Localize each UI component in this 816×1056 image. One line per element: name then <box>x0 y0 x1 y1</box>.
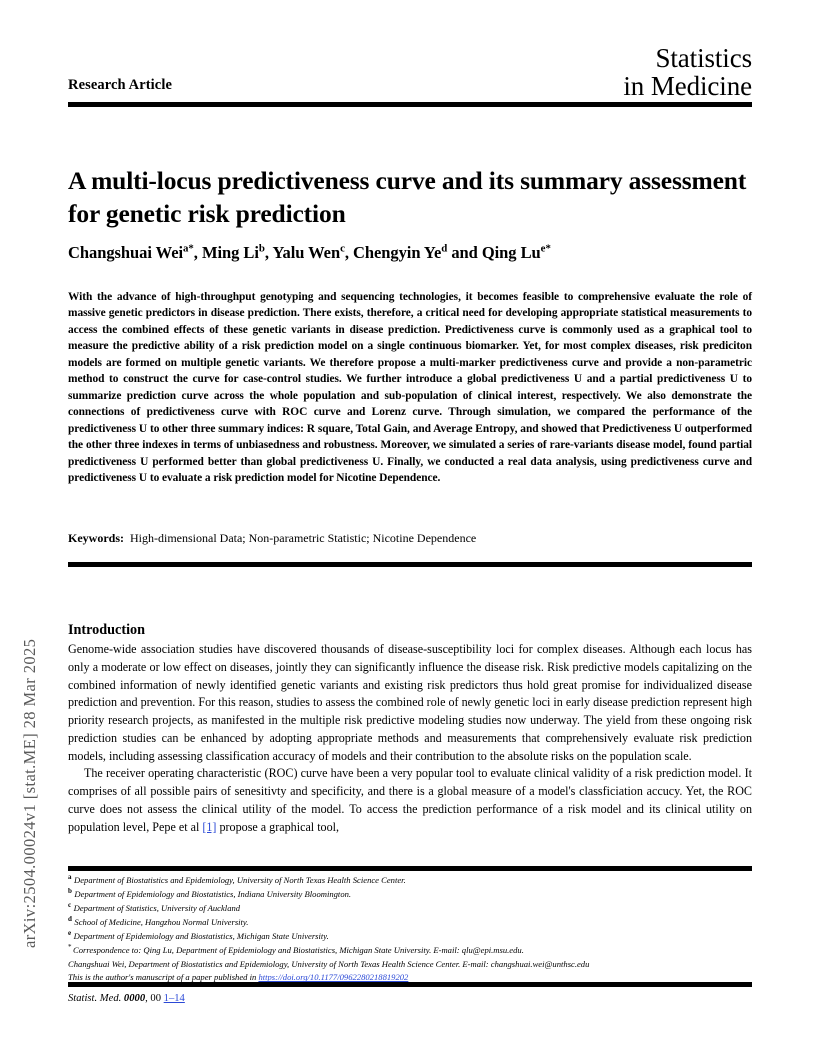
citation-link-1[interactable]: [1] <box>202 819 217 834</box>
footnote-affiliation-text: School of Medicine, Hangzhou Normal Univ… <box>74 916 249 927</box>
footnote-rule <box>68 866 752 871</box>
footer-rule <box>68 982 752 987</box>
section-heading-introduction: Introduction <box>68 621 145 638</box>
footnote-correspondence: * Correspondence to: Qing Lu, Department … <box>68 942 752 958</box>
paragraph-2-part1: The receiver operating characteristic (R… <box>68 766 752 834</box>
footnote-marker: b <box>68 887 72 896</box>
footnote-affiliation: c Department of Statistics, University of… <box>68 900 752 916</box>
arxiv-stamp-text: arXiv:2504.00024v1 [stat.ME] 28 Mar 2025 <box>20 638 39 948</box>
journal-logo: Statistics in Medicine <box>623 44 752 100</box>
abstract-rule <box>68 562 752 567</box>
footnote-marker: e <box>68 928 72 937</box>
author-affiliation-marker: c <box>340 242 345 255</box>
author-affiliation-marker: e* <box>540 242 551 255</box>
author-name: Yalu Wen <box>272 243 341 262</box>
footnote-affiliation: e Department of Epidemiology and Biostati… <box>68 928 752 944</box>
arxiv-stamp: arXiv:2504.00024v1 [stat.ME] 28 Mar 2025 <box>0 0 62 1056</box>
footnote-marker: d <box>68 914 72 923</box>
doi-link[interactable]: https://doi.org/10.1177/0962280218819202 <box>258 972 409 983</box>
header-rule <box>68 102 752 107</box>
footnotes-block: a Department of Biostatistics and Epidemi… <box>68 874 752 985</box>
masthead: Research Article Statistics in Medicine <box>68 44 752 102</box>
footer-pages-link[interactable]: 1–14 <box>163 993 185 1004</box>
footer-volume: 0000 <box>123 993 146 1004</box>
footnote-affiliation-text: Department of Statistics, University of … <box>73 902 241 913</box>
footnote-manuscript-note-text: This is the author's manuscript of a pap… <box>68 972 259 983</box>
footnote-affiliation-text: Department of Epidemiology and Biostatis… <box>74 888 352 899</box>
article-type-label: Research Article <box>68 77 172 93</box>
journal-logo-line1: Statistics <box>655 43 752 73</box>
paragraph-2-part2: propose a graphical tool, <box>216 819 340 834</box>
author-list: Changshuai Weia*, Ming Lib, Yalu Wenc, C… <box>68 242 551 262</box>
author-name: Changshuai Wei <box>68 243 184 262</box>
author-affiliation-marker: a* <box>183 242 194 255</box>
footnote-marker: c <box>68 900 72 909</box>
paragraph-2: The receiver operating characteristic (R… <box>68 765 752 836</box>
journal-logo-line2: in Medicine <box>623 71 752 102</box>
footnote-correspondence-text: Correspondence to: Qing Lu, Department o… <box>73 944 524 955</box>
author-name: Ming Li <box>201 243 259 262</box>
page-content: Research Article Statistics in Medicine … <box>68 0 752 1056</box>
footnote-marker: a <box>68 873 72 882</box>
abstract-text: With the advance of high-throughput geno… <box>68 291 752 485</box>
paragraph-1: Genome-wide association studies have dis… <box>68 642 752 763</box>
author-affiliation-marker: d <box>441 242 448 255</box>
author-affiliation-marker: b <box>258 242 265 255</box>
footnote-correspondence-marker: * <box>68 942 72 951</box>
author-name: Chengyin Ye <box>353 243 442 262</box>
footnote-affiliation-text: Department of Epidemiology and Biostatis… <box>73 930 329 941</box>
footnote-affiliation-text: Department of Biostatistics and Epidemio… <box>74 875 406 885</box>
keywords-value: High-dimensional Data; Non-parametric St… <box>130 531 477 545</box>
keywords-row: Keywords: High-dimensional Data; Non-para… <box>68 530 752 547</box>
footnote-affiliation: a Department of Biostatistics and Epidemi… <box>68 874 752 888</box>
page-title: A multi-locus predictiveness curve and i… <box>68 166 747 228</box>
footnote-second-author-note: Changshuai Wei, Department of Biostatist… <box>68 958 590 969</box>
running-footer: Statist. Med. 0000, 00 1–14 <box>68 993 185 1004</box>
footnote-affiliation: d School of Medicine, Hangzhou Normal Uni… <box>68 914 752 930</box>
keywords-label: Keywords: <box>68 531 124 545</box>
body-text: Genome-wide association studies have dis… <box>68 641 752 836</box>
author-name: Qing Lu <box>481 243 541 262</box>
footnote-affiliation: b Department of Epidemiology and Biostati… <box>68 888 752 902</box>
footer-issue: , 00 <box>145 993 164 1004</box>
footer-journal-abbrev: Statist. Med. <box>68 993 124 1004</box>
footnote-manuscript-note: This is the author's manuscript of a pap… <box>68 971 752 985</box>
